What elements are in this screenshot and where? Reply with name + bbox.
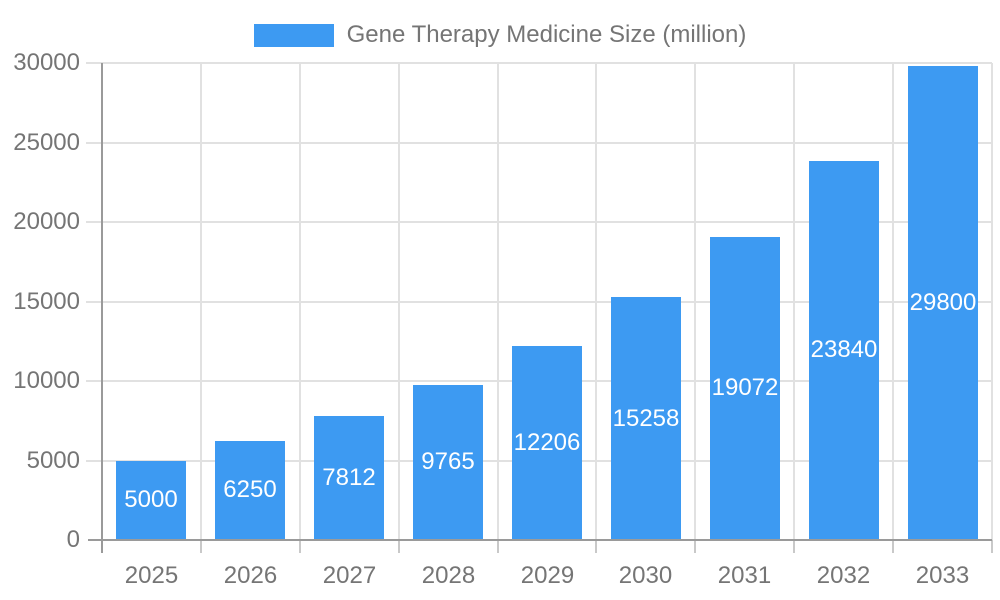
bar[interactable] [908, 66, 978, 540]
v-gridline [892, 63, 894, 540]
h-gridline [86, 301, 992, 303]
x-axis-line [88, 539, 992, 541]
bar-value-label: 5000 [124, 486, 178, 513]
x-tick [793, 540, 795, 553]
x-tick [991, 540, 993, 553]
v-gridline [200, 63, 202, 540]
bar-value-label: 19072 [711, 374, 779, 401]
v-gridline [398, 63, 400, 540]
bar[interactable] [314, 416, 384, 540]
x-tick [595, 540, 597, 553]
x-tick-label: 2030 [618, 562, 673, 589]
legend-item[interactable]: Gene Therapy Medicine Size (million) [253, 21, 747, 49]
x-tick-label: 2029 [520, 562, 575, 589]
bar[interactable] [809, 161, 879, 540]
bar[interactable] [611, 297, 681, 540]
chart-legend: Gene Therapy Medicine Size (million) [0, 21, 1000, 49]
x-tick-label: 2033 [915, 562, 970, 589]
y-axis-line [101, 63, 103, 553]
bar-value-label: 23840 [810, 336, 878, 363]
x-tick-label: 2025 [124, 562, 179, 589]
h-gridline [86, 142, 992, 144]
y-tick-label: 15000 [13, 288, 80, 315]
x-tick [497, 540, 499, 553]
v-gridline [299, 63, 301, 540]
legend-label: Gene Therapy Medicine Size (million) [346, 21, 747, 48]
v-gridline [497, 63, 499, 540]
y-tick-label: 0 [66, 526, 80, 553]
x-tick-label: 2031 [717, 562, 772, 589]
x-tick [694, 540, 696, 553]
bar[interactable] [413, 385, 483, 540]
bar[interactable] [710, 237, 780, 540]
y-tick-label: 25000 [13, 129, 80, 156]
bar-value-label: 7812 [322, 464, 376, 491]
x-tick [200, 540, 202, 553]
bar[interactable] [215, 441, 285, 540]
v-gridline [793, 63, 795, 540]
legend-swatch-icon [253, 23, 334, 47]
x-tick [892, 540, 894, 553]
x-tick-label: 2027 [322, 562, 377, 589]
x-tick-label: 2028 [421, 562, 476, 589]
v-gridline [595, 63, 597, 540]
bar-value-label: 12206 [513, 429, 581, 456]
x-tick [398, 540, 400, 553]
x-tick [299, 540, 301, 553]
v-gridline [991, 63, 993, 540]
bar-value-label: 29800 [909, 289, 977, 316]
bar[interactable] [512, 346, 582, 540]
bar-value-label: 9765 [421, 448, 475, 475]
y-tick-label: 10000 [13, 367, 80, 394]
x-tick-label: 2032 [816, 562, 871, 589]
v-gridline [694, 63, 696, 540]
y-tick-label: 20000 [13, 208, 80, 235]
y-tick-label: 30000 [13, 49, 80, 76]
y-tick-label: 5000 [26, 447, 80, 474]
bar-value-label: 15258 [612, 405, 680, 432]
bar[interactable] [116, 461, 186, 541]
bar-value-label: 6250 [223, 476, 277, 503]
x-tick-label: 2026 [223, 562, 278, 589]
h-gridline [86, 221, 992, 223]
h-gridline [86, 62, 992, 64]
